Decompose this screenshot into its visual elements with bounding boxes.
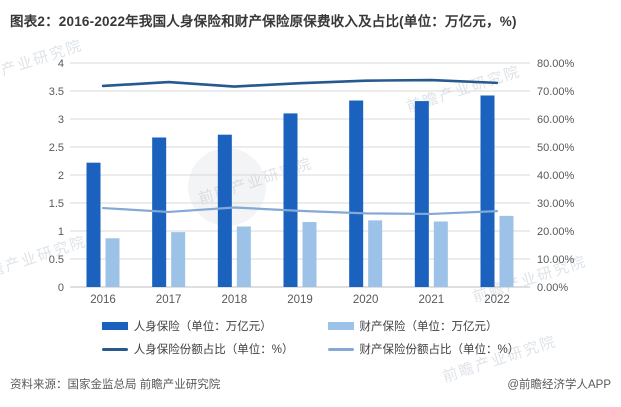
legend-bar-swatch xyxy=(101,322,128,330)
left-axis-tick-label: 3.5 xyxy=(49,86,64,98)
bar-property-insurance xyxy=(499,215,514,287)
x-axis-category-label: 2020 xyxy=(353,294,379,306)
x-axis-category-label: 2016 xyxy=(90,294,116,306)
right-axis-tick-label: 80.00% xyxy=(537,58,575,70)
bar-life-insurance xyxy=(480,95,495,287)
source-note: 资料来源：国家金监总局 前瞻产业研究院 xyxy=(10,379,221,391)
chart-legend: 人身保险（单位：万亿元） 财产保险（单位：万亿元） 人身保险份额占比（单位：%） 财产… xyxy=(0,318,621,357)
legend-item-line-2: 人身保险份额占比（单位：%） xyxy=(101,341,294,357)
right-axis-tick-label: 20.00% xyxy=(537,226,575,238)
x-axis-category-label: 2019 xyxy=(287,294,313,306)
left-axis-tick-label: 2.5 xyxy=(49,142,64,154)
x-axis-category-label: 2021 xyxy=(419,294,445,306)
right-axis-tick-label: 0.00% xyxy=(537,282,568,294)
right-axis-tick-label: 60.00% xyxy=(537,114,575,126)
page-footer: 资料来源：国家金监总局 前瞻产业研究院 @前瞻经济学人APP xyxy=(10,376,611,392)
bar-property-insurance xyxy=(105,238,120,287)
right-axis-tick-label: 70.00% xyxy=(537,86,575,98)
left-axis-tick-label: 0 xyxy=(58,282,64,294)
x-axis-category-label: 2018 xyxy=(222,294,248,306)
bar-life-insurance xyxy=(349,100,364,288)
credit-note: @前瞻经济学人APP xyxy=(507,379,611,391)
right-axis-tick-label: 40.00% xyxy=(537,170,575,182)
bar-property-insurance xyxy=(368,220,383,287)
bar-life-insurance xyxy=(414,101,429,287)
left-axis-tick-label: 3 xyxy=(58,114,64,126)
chart-title: 图表2：2016-2022年我国人身保险和财产保险原保费收入及占比(单位：万亿元… xyxy=(10,14,517,29)
left-axis-tick-label: 1 xyxy=(58,226,64,238)
legend-line-swatch xyxy=(101,347,128,351)
bar-property-insurance xyxy=(236,226,251,287)
legend-line-swatch xyxy=(327,347,354,351)
bar-life-insurance xyxy=(217,134,232,287)
legend-label: 财产保险份额占比（单位：%） xyxy=(359,344,520,356)
legend-item-line-3: 财产保险份额占比（单位：%） xyxy=(327,341,520,357)
right-axis-tick-label: 30.00% xyxy=(537,198,575,210)
line-life-share xyxy=(101,78,499,88)
x-axis-category-label: 2022 xyxy=(484,294,510,306)
legend-label: 人身保险（单位：万亿元） xyxy=(133,321,272,333)
right-axis-tick-label: 50.00% xyxy=(537,142,575,154)
bar-property-insurance xyxy=(302,222,317,287)
left-axis-tick-label: 1.5 xyxy=(49,198,64,210)
bar-property-insurance xyxy=(433,221,448,287)
left-axis-tick-label: 2 xyxy=(58,170,64,182)
legend-item-bar-1: 财产保险（单位：万亿元） xyxy=(327,318,520,334)
legend-label: 财产保险（单位：万亿元） xyxy=(359,321,498,333)
bar-life-insurance xyxy=(283,113,298,288)
legend-label: 人身保险份额占比（单位：%） xyxy=(133,344,294,356)
x-axis-category-label: 2017 xyxy=(156,294,182,306)
legend-item-bar-0: 人身保险（单位：万亿元） xyxy=(101,318,294,334)
right-axis-tick-label: 10.00% xyxy=(537,254,575,266)
chart-canvas: 0 0.00% 0.5 10.00% 1 20.00% 1.5 30.00% 2 40.00% 2.… xyxy=(49,58,575,306)
left-axis-tick-label: 4 xyxy=(58,58,64,70)
bar-property-insurance xyxy=(171,232,186,287)
legend-bar-swatch xyxy=(327,322,354,330)
bar-life-insurance xyxy=(86,162,101,287)
line-property-share xyxy=(101,206,499,216)
left-axis-tick-label: 0.5 xyxy=(49,254,64,266)
